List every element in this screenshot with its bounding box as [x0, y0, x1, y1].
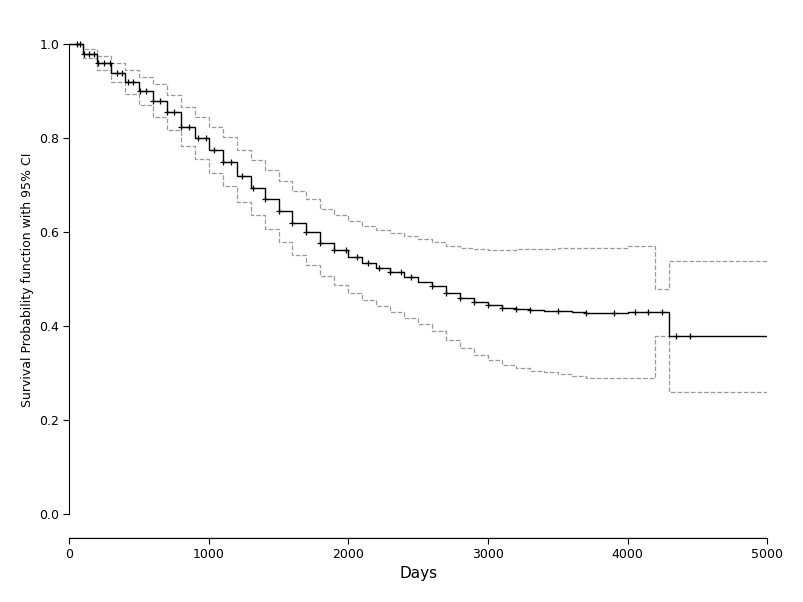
Y-axis label: Survival Probability function with 95% CI: Survival Probability function with 95% C… [21, 152, 34, 406]
X-axis label: Days: Days [398, 566, 437, 581]
